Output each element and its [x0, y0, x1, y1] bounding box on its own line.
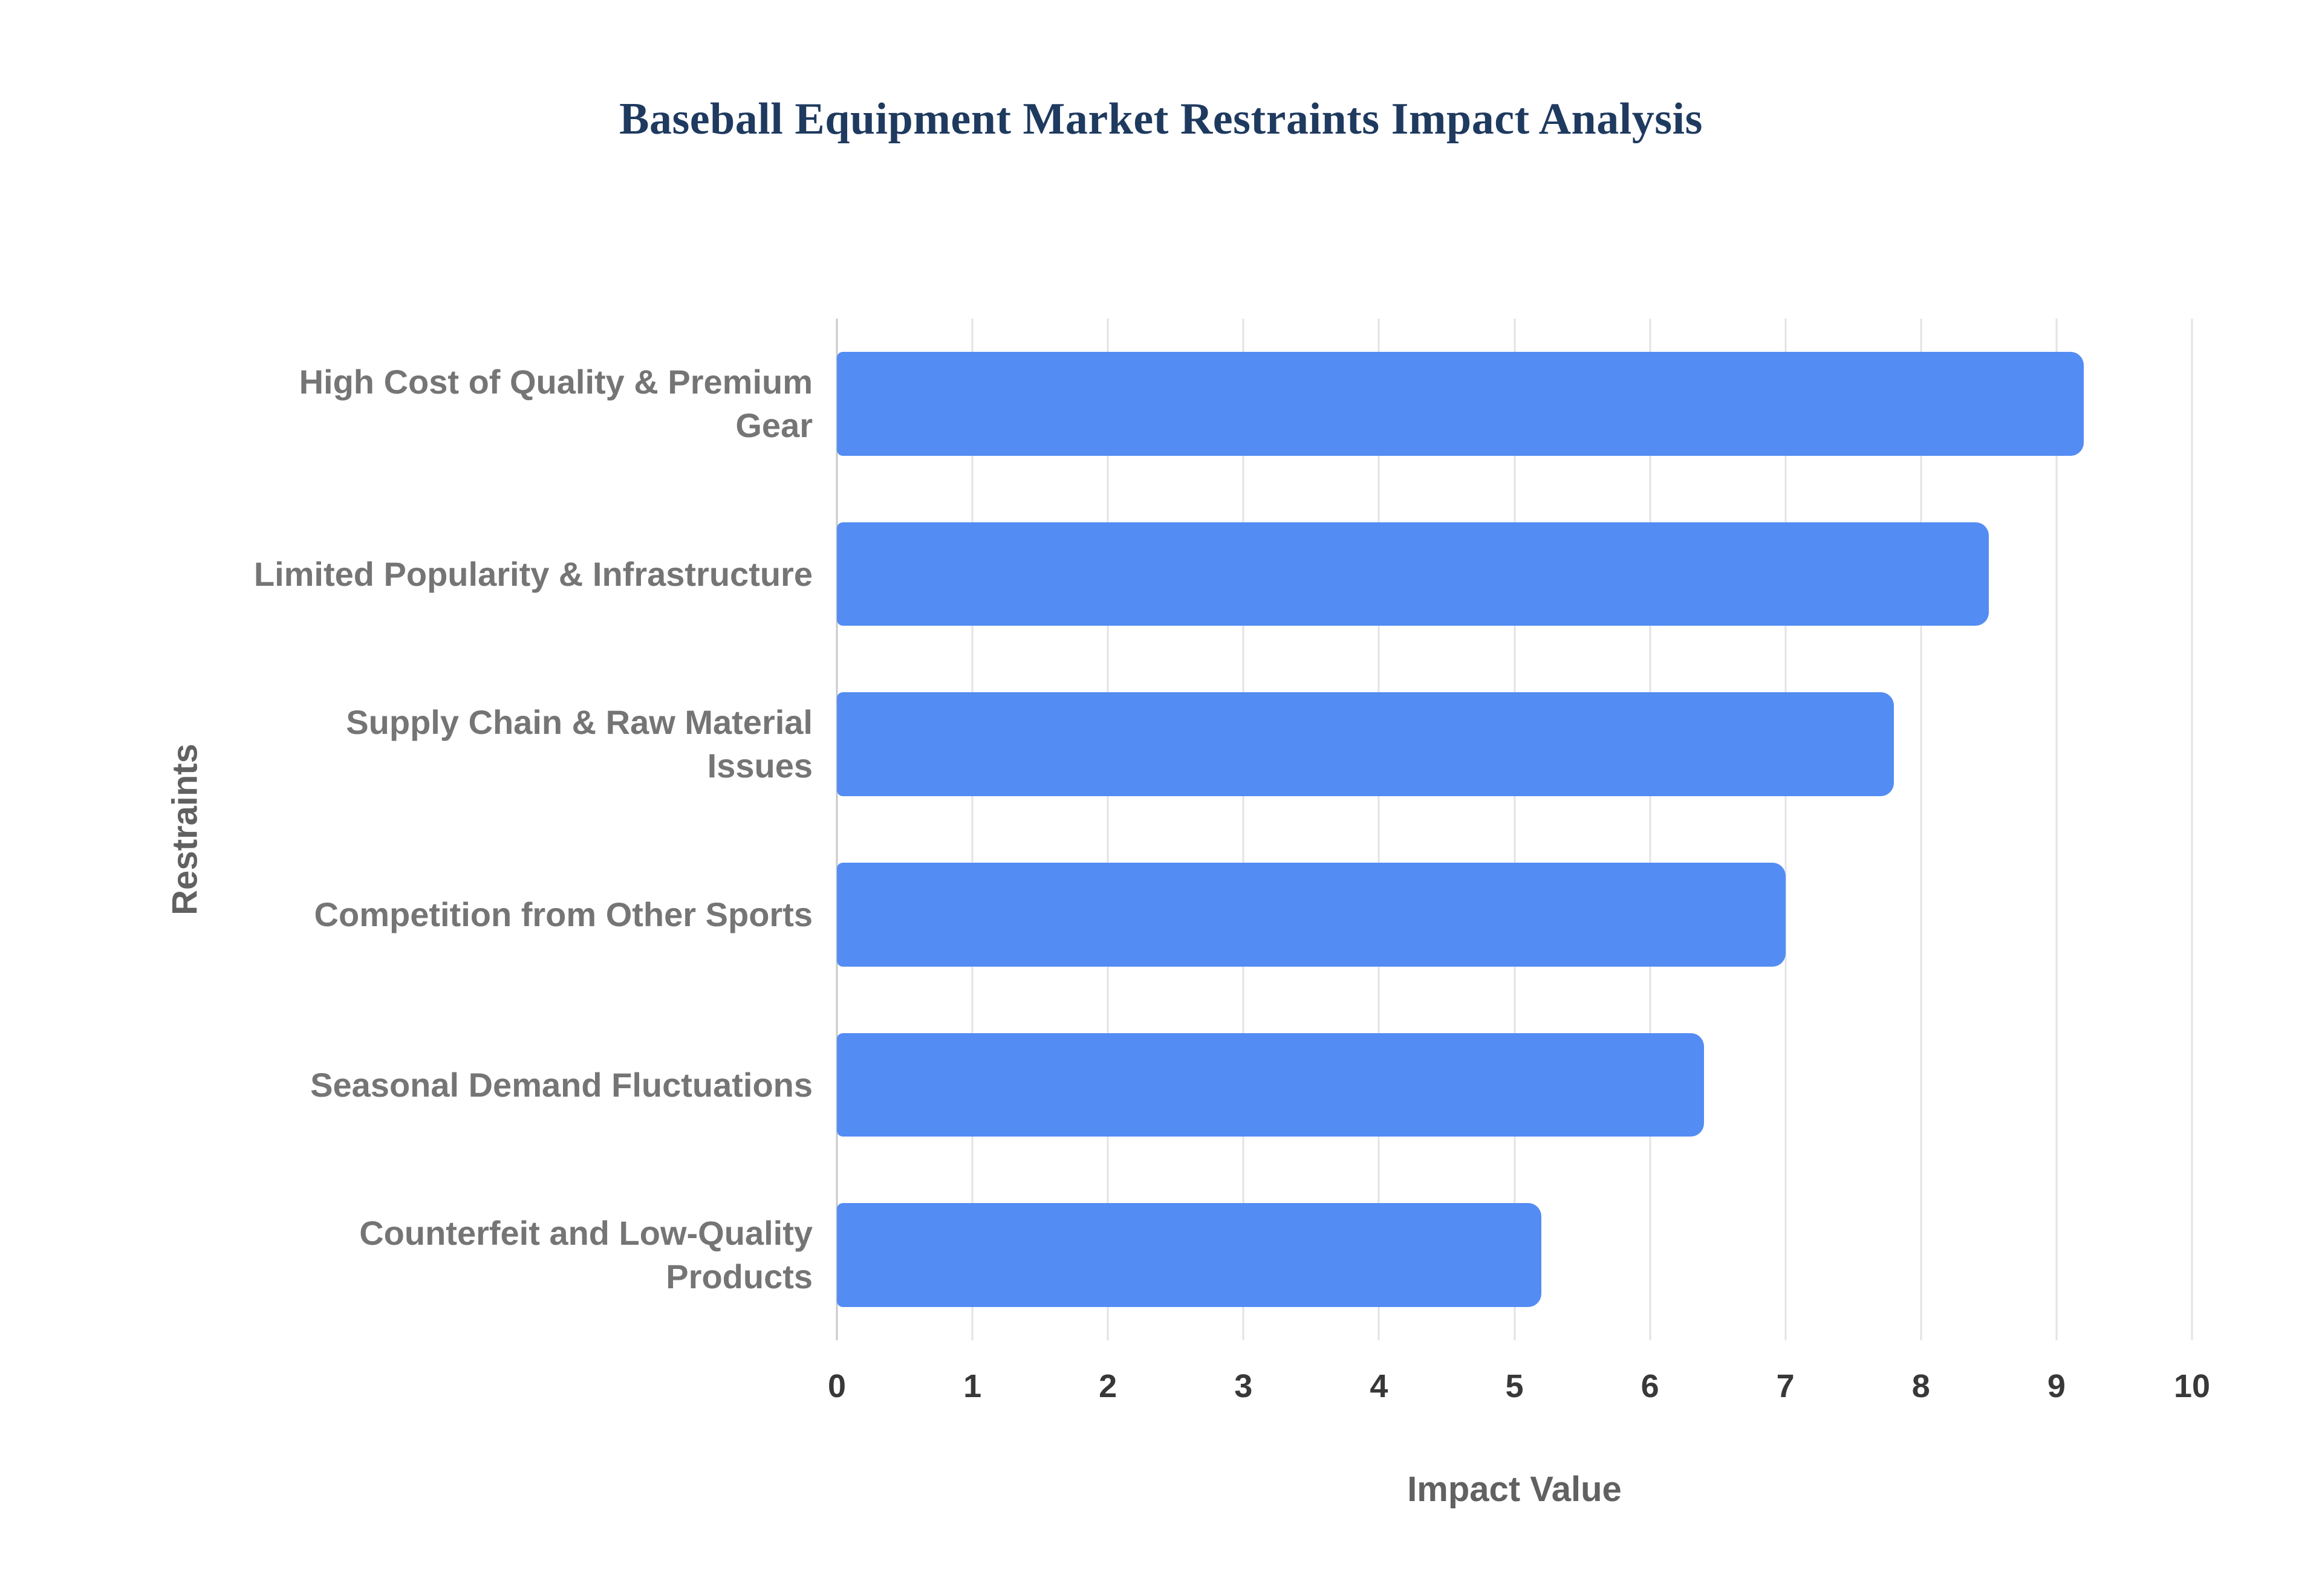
category-label: Competition from Other Sports: [314, 895, 813, 933]
gridline: [1649, 319, 1651, 1340]
bar: [837, 692, 1894, 797]
x-tick-label: 2: [1099, 1368, 1117, 1404]
x-tick-label: 9: [2047, 1368, 2066, 1404]
gridline: [2055, 319, 2058, 1340]
gridline: [1920, 319, 1922, 1340]
gridline: [971, 319, 974, 1340]
bar: [837, 522, 1989, 626]
x-tick-label: 0: [827, 1368, 847, 1404]
x-tick-label: 8: [1911, 1368, 1930, 1404]
x-tick-label: 3: [1234, 1368, 1253, 1404]
gridline: [1242, 319, 1244, 1340]
bar: [837, 862, 1786, 967]
y-axis-title: Restraints: [165, 744, 205, 915]
x-axis-title: Impact Value: [1407, 1470, 1622, 1509]
bar: [837, 351, 2084, 456]
category-label: Seasonal Demand Fluctuations: [310, 1065, 813, 1104]
gridline: [1514, 319, 1515, 1340]
x-tick-label: 6: [1641, 1368, 1659, 1404]
category-label: Counterfeit and Low-Quality Products: [359, 1214, 813, 1296]
x-tick-label: 4: [1370, 1368, 1388, 1404]
plot-area: [836, 319, 2193, 1340]
bar: [837, 1203, 1542, 1308]
x-tick-labels: 0 1 2 3 4 5 6 7 8 9 10: [828, 1367, 2210, 1410]
gridline: [1377, 319, 1380, 1340]
x-tick-label: 1: [963, 1368, 982, 1404]
category-label: High Cost of Quality & Premium Gear: [299, 363, 813, 444]
gridline: [1107, 319, 1109, 1340]
gridline: [2191, 319, 2193, 1340]
gridline: [1784, 319, 1787, 1340]
category-label: Supply Chain & Raw Material Issues: [346, 703, 813, 785]
x-tick-label: 7: [1776, 1368, 1795, 1404]
bar: [837, 1033, 1705, 1137]
x-tick-label: 10: [2173, 1368, 2211, 1404]
x-tick-label: 5: [1505, 1368, 1524, 1404]
category-label: Limited Popularity & Infrastructure: [253, 554, 813, 593]
category-labels: High Cost of Quality & Premium Gear Limit…: [244, 319, 813, 1340]
chart-title: Baseball Equipment Market Restraints Imp…: [619, 94, 1703, 144]
gridline: [836, 319, 838, 1340]
